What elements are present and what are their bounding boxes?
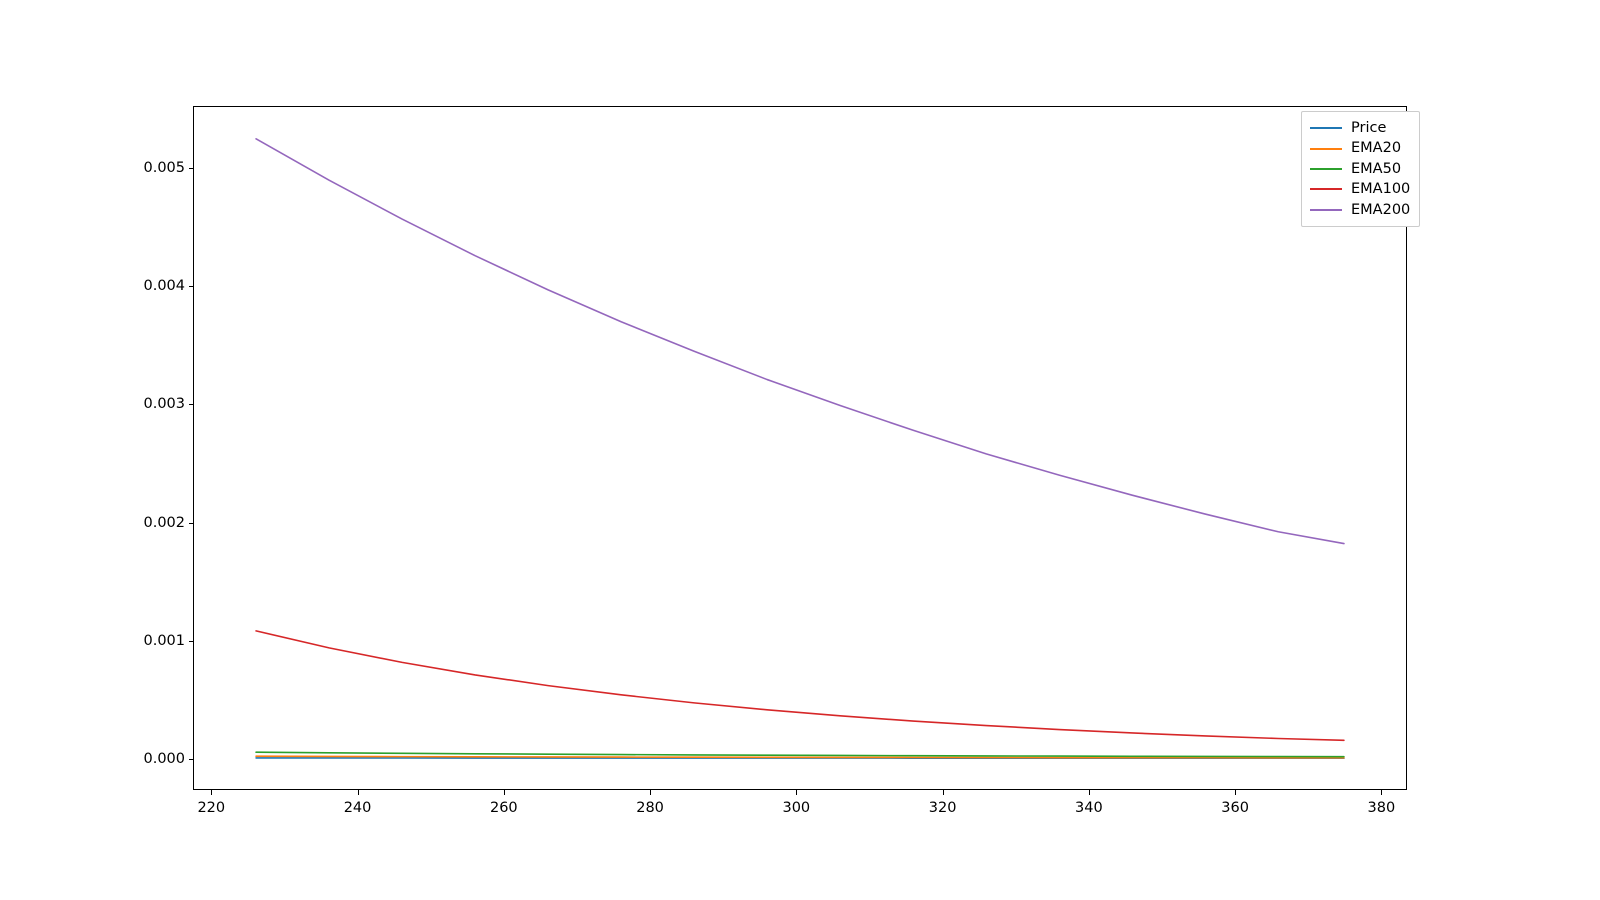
x-tick-label: 340 xyxy=(1075,800,1103,816)
chart-legend: Price EMA20 EMA50 EMA100 EMA200 xyxy=(1301,111,1421,227)
y-tick-mark xyxy=(188,167,193,169)
series-line-ema100 xyxy=(256,631,1344,740)
x-tick-mark xyxy=(211,790,213,795)
y-tick-mark xyxy=(188,285,193,287)
y-tick-label: 0.000 xyxy=(143,750,185,767)
x-tick-mark xyxy=(357,790,359,795)
x-tick-label: 300 xyxy=(782,800,811,816)
legend-label: EMA100 xyxy=(1351,181,1411,198)
x-tick-mark xyxy=(503,790,505,795)
series-line-ema20 xyxy=(256,756,1344,758)
x-tick-label: 380 xyxy=(1367,800,1396,816)
x-tick-mark xyxy=(1235,790,1237,795)
y-tick-label: 0.002 xyxy=(143,514,185,531)
x-tick-mark xyxy=(650,790,652,795)
x-tick-label: 260 xyxy=(489,800,518,816)
x-tick-label: 220 xyxy=(197,800,226,816)
y-tick-mark xyxy=(188,640,193,642)
y-tick-label: 0.004 xyxy=(143,277,185,294)
legend-label: EMA20 xyxy=(1351,140,1402,157)
x-tick-label: 360 xyxy=(1221,800,1249,816)
legend-item-price: Price xyxy=(1310,118,1410,138)
plot-lines-svg xyxy=(194,107,1406,789)
series-line-ema200 xyxy=(256,139,1344,544)
x-tick-label: 280 xyxy=(636,800,664,816)
legend-swatch-ema20 xyxy=(1310,147,1342,150)
y-tick-mark xyxy=(188,522,193,524)
plot-axes xyxy=(193,106,1407,790)
legend-label: EMA200 xyxy=(1351,201,1411,218)
y-tick-mark xyxy=(188,759,193,761)
legend-item-ema100: EMA100 xyxy=(1310,179,1410,199)
x-tick-label: 320 xyxy=(928,800,957,816)
series-line-ema50 xyxy=(256,752,1344,756)
y-tick-label: 0.005 xyxy=(143,159,185,176)
x-tick-mark xyxy=(1381,790,1383,795)
legend-label: EMA50 xyxy=(1351,160,1402,177)
y-tick-label: 0.003 xyxy=(143,395,185,412)
y-tick-mark xyxy=(188,404,193,406)
legend-item-ema20: EMA20 xyxy=(1310,138,1410,158)
x-tick-label: 240 xyxy=(343,800,372,816)
x-tick-mark xyxy=(1088,790,1090,795)
legend-swatch-ema50 xyxy=(1310,167,1342,170)
legend-item-ema50: EMA50 xyxy=(1310,159,1410,179)
legend-swatch-ema200 xyxy=(1310,208,1342,211)
legend-swatch-ema100 xyxy=(1310,188,1342,191)
x-tick-mark xyxy=(942,790,944,795)
x-tick-mark xyxy=(796,790,798,795)
legend-swatch-price xyxy=(1310,127,1342,130)
legend-label: Price xyxy=(1351,119,1387,136)
legend-item-ema200: EMA200 xyxy=(1310,200,1410,220)
y-tick-label: 0.001 xyxy=(143,632,185,649)
